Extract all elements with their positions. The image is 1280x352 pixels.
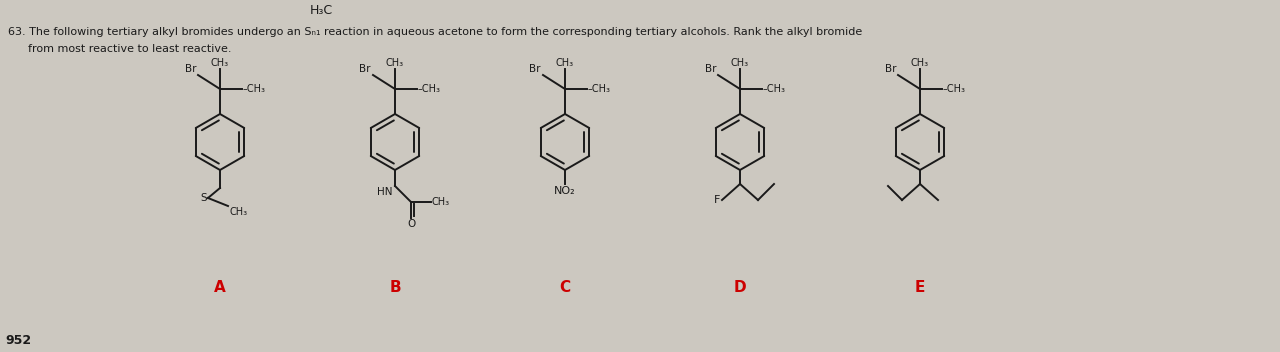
Text: NO₂: NO₂	[554, 186, 576, 196]
Text: Br: Br	[360, 64, 371, 74]
Text: –CH₃: –CH₃	[588, 84, 611, 94]
Text: HN: HN	[378, 187, 393, 197]
Text: D: D	[733, 279, 746, 295]
Text: C: C	[559, 279, 571, 295]
Text: CH₃: CH₃	[211, 58, 229, 68]
Text: S: S	[201, 193, 207, 203]
Text: CH₃: CH₃	[229, 207, 247, 217]
Text: 952: 952	[5, 334, 31, 347]
Text: CH₃: CH₃	[556, 58, 573, 68]
Text: –CH₃: –CH₃	[419, 84, 442, 94]
Text: CH₃: CH₃	[731, 58, 749, 68]
Text: CH₃: CH₃	[911, 58, 929, 68]
Text: –CH₃: –CH₃	[243, 84, 266, 94]
Text: B: B	[389, 279, 401, 295]
Text: H₃C: H₃C	[310, 4, 333, 17]
Text: A: A	[214, 279, 225, 295]
Text: E: E	[915, 279, 925, 295]
Text: –CH₃: –CH₃	[943, 84, 966, 94]
Text: Br: Br	[530, 64, 541, 74]
Text: CH₃: CH₃	[387, 58, 404, 68]
Text: O: O	[408, 219, 416, 229]
Text: CH₃: CH₃	[433, 197, 451, 207]
Text: F: F	[714, 195, 719, 205]
Text: Br: Br	[884, 64, 896, 74]
Text: 63. The following tertiary alkyl bromides undergo an Sₙ₁ reaction in aqueous ace: 63. The following tertiary alkyl bromide…	[8, 27, 863, 37]
Text: –CH₃: –CH₃	[763, 84, 786, 94]
Text: Br: Br	[184, 64, 196, 74]
Text: Br: Br	[704, 64, 716, 74]
Text: from most reactive to least reactive.: from most reactive to least reactive.	[28, 44, 232, 54]
